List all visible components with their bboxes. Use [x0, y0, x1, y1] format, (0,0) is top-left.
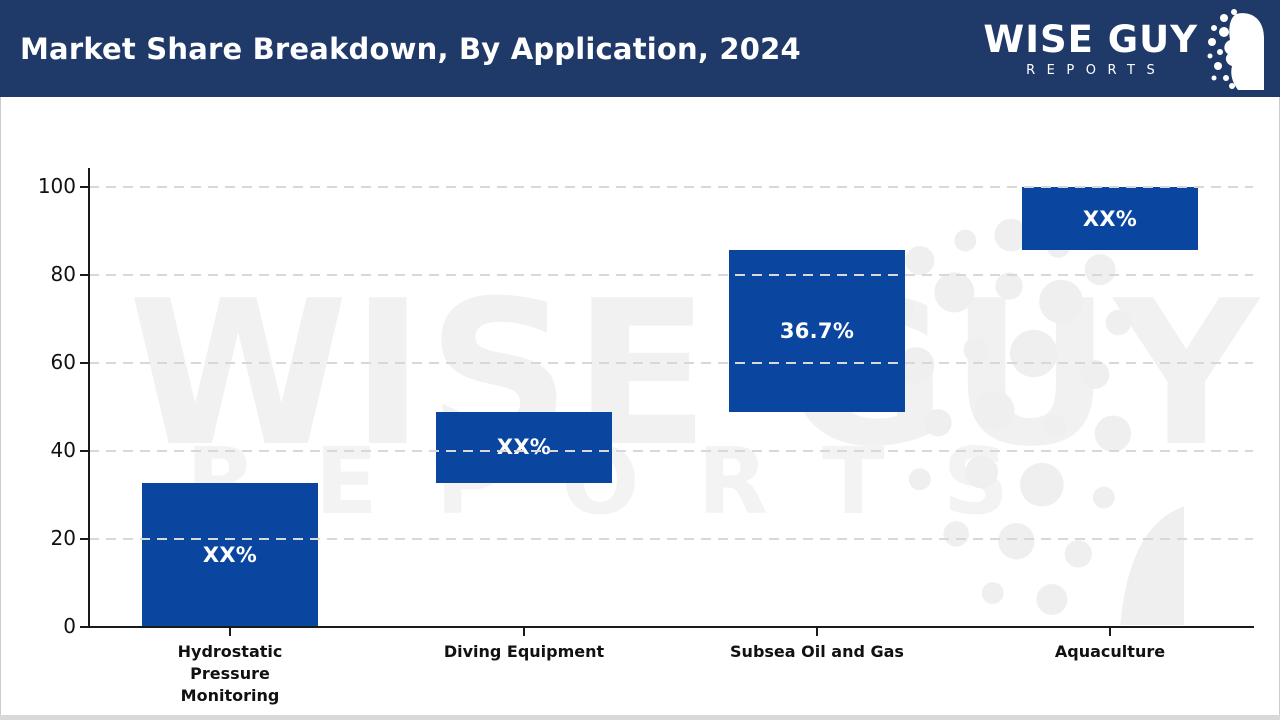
y-tick-mark	[80, 274, 88, 276]
wise-guy-logo: WISE GUY REPORTS	[983, 6, 1266, 92]
bar-value-label: XX%	[496, 435, 552, 460]
y-tick-label: 20	[50, 526, 76, 550]
bar-value-label: XX%	[202, 543, 258, 568]
bar-segment: XX%	[142, 483, 318, 627]
gridline	[89, 274, 1253, 276]
logo-name-text: WISE GUY	[983, 18, 1198, 61]
header-bar: Market Share Breakdown, By Application, …	[0, 0, 1280, 97]
x-tick-mark	[816, 628, 818, 636]
y-axis-line	[88, 168, 90, 628]
category-label: Subsea Oil and Gas	[730, 642, 904, 661]
y-tick-label: 80	[50, 262, 76, 286]
y-tick-label: 100	[37, 174, 76, 198]
x-tick-mark	[523, 628, 525, 636]
category-label: Diving Equipment	[443, 642, 605, 661]
y-tick-label: 60	[50, 350, 76, 374]
x-axis-line	[88, 626, 1254, 628]
bar-value-label: 36.7%	[779, 319, 855, 344]
y-tick-mark	[80, 626, 88, 628]
bar-segment: XX%	[436, 411, 612, 484]
gridline	[89, 186, 1253, 188]
page-left-border	[0, 97, 1, 720]
bar-segment: 36.7%	[729, 250, 905, 412]
y-tick-mark	[80, 362, 88, 364]
page-title: Market Share Breakdown, By Application, …	[20, 31, 801, 66]
y-tick-mark	[80, 186, 88, 188]
gridline	[89, 450, 1253, 452]
x-tick-mark	[1109, 628, 1111, 636]
gridline	[89, 538, 1253, 540]
bar-segment: XX%	[1022, 187, 1198, 251]
y-tick-label: 0	[63, 614, 76, 638]
gridline	[89, 362, 1253, 364]
bar-value-label: XX%	[1082, 206, 1138, 231]
page-bottom-border	[0, 715, 1280, 720]
y-tick-mark	[80, 450, 88, 452]
y-tick-label: 40	[50, 438, 76, 462]
category-label: Hydrostatic Pressure Monitoring	[177, 642, 283, 706]
x-tick-mark	[229, 628, 231, 636]
logo-sub-text: REPORTS	[1026, 63, 1167, 78]
y-tick-mark	[80, 538, 88, 540]
category-label: Aquaculture	[1054, 642, 1166, 661]
logo-face-icon	[1207, 9, 1264, 90]
